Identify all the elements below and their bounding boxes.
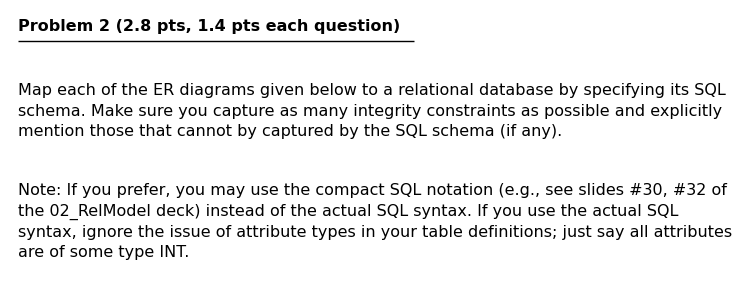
Text: Map each of the ER diagrams given below to a relational database by specifying i: Map each of the ER diagrams given below … — [18, 83, 726, 139]
Text: Note: If you prefer, you may use the compact SQL notation (e.g., see slides #30,: Note: If you prefer, you may use the com… — [18, 183, 732, 260]
Text: Problem 2 (2.8 pts, 1.4 pts each question): Problem 2 (2.8 pts, 1.4 pts each questio… — [18, 19, 400, 34]
